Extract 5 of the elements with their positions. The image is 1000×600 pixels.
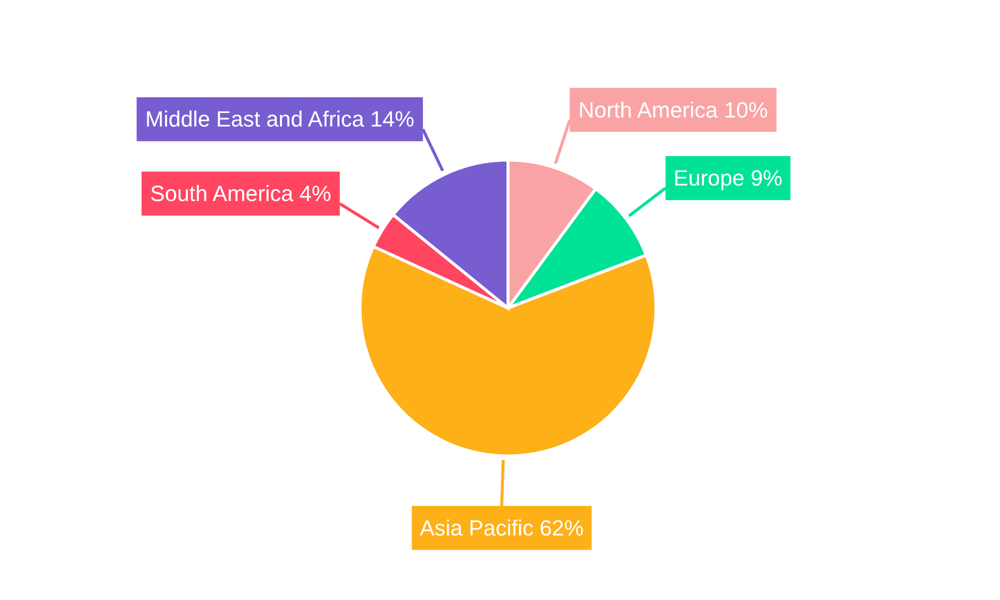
slice-label: Asia Pacific 62%: [420, 515, 584, 540]
slice-label: Middle East and Africa 14%: [145, 106, 414, 132]
slice-label: Europe 9%: [674, 166, 782, 191]
slice-label: North America 10%: [578, 97, 768, 122]
slice-label: South America 4%: [150, 181, 332, 206]
